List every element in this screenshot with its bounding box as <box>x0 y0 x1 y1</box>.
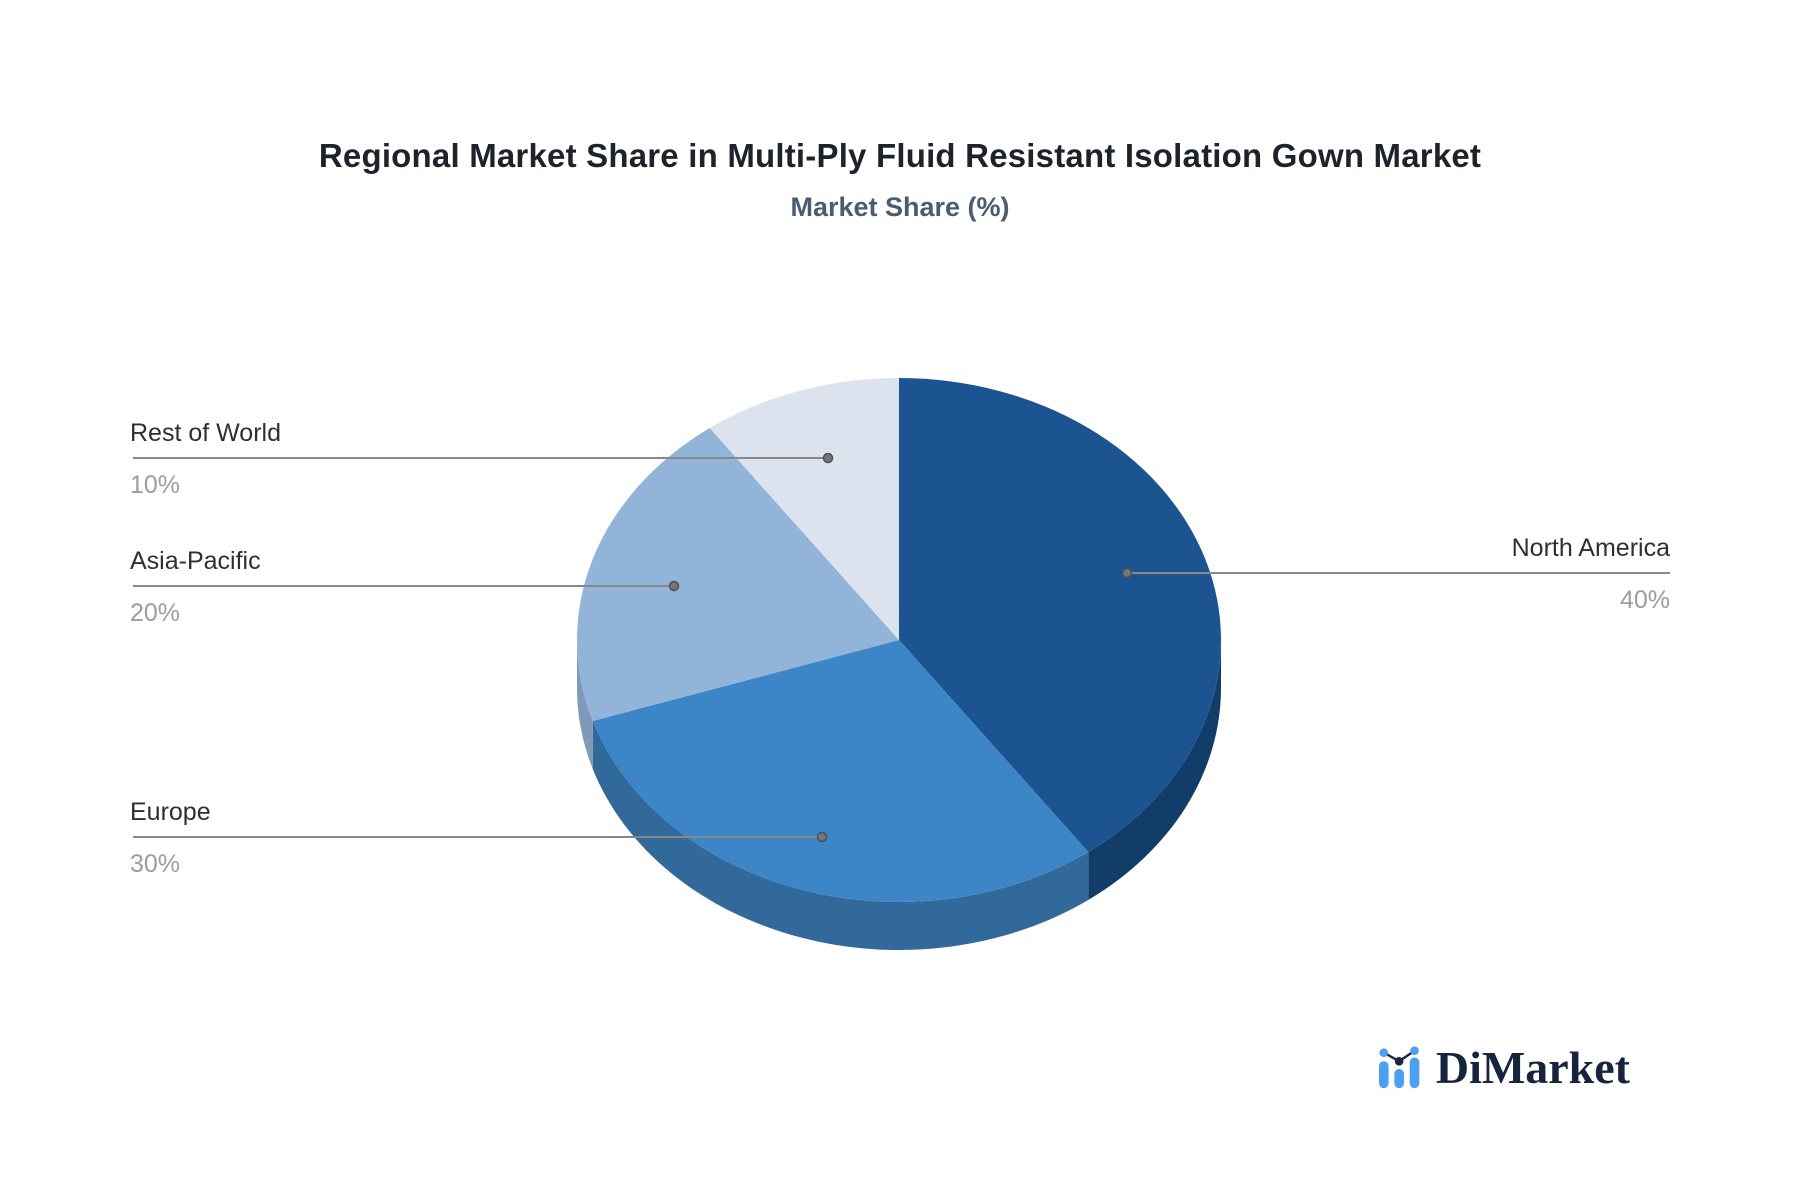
bar-chart-logo-icon <box>1378 1046 1420 1089</box>
logo-text: DiMarket <box>1435 1042 1630 1093</box>
slice-percent: 40% <box>1619 586 1670 614</box>
slice-label: Asia-Pacific <box>130 547 261 575</box>
slice-percent: 20% <box>130 599 181 627</box>
dimarket-logo: DiMarket <box>1378 1042 1630 1094</box>
callout-asia-pacific: Asia-Pacific 20% <box>130 546 890 628</box>
callout-north-america: North America 40% <box>910 533 1670 615</box>
slice-label: Europe <box>130 798 211 826</box>
leader-dot-north-america <box>1121 567 1133 579</box>
leader-dots <box>668 452 1133 843</box>
slice-percent: 30% <box>130 850 181 878</box>
leader-dot-asia-pacific <box>668 580 680 592</box>
leader-dot-europe <box>816 831 828 843</box>
slice-label: Rest of World <box>130 419 281 447</box>
leader-lines <box>133 457 1670 838</box>
slice-percent: 10% <box>130 471 181 499</box>
slice-label: North America <box>1511 534 1670 562</box>
chart-title: Regional Market Share in Multi-Ply Fluid… <box>318 137 1482 174</box>
callout-rest-of-world: Rest of World 10% <box>130 418 890 500</box>
pie-3d-side <box>577 640 1221 950</box>
callout-europe: Europe 30% <box>130 797 890 879</box>
leader-dot-rest-of-world <box>822 452 834 464</box>
chart-subtitle: Market Share (%) <box>790 192 1010 222</box>
